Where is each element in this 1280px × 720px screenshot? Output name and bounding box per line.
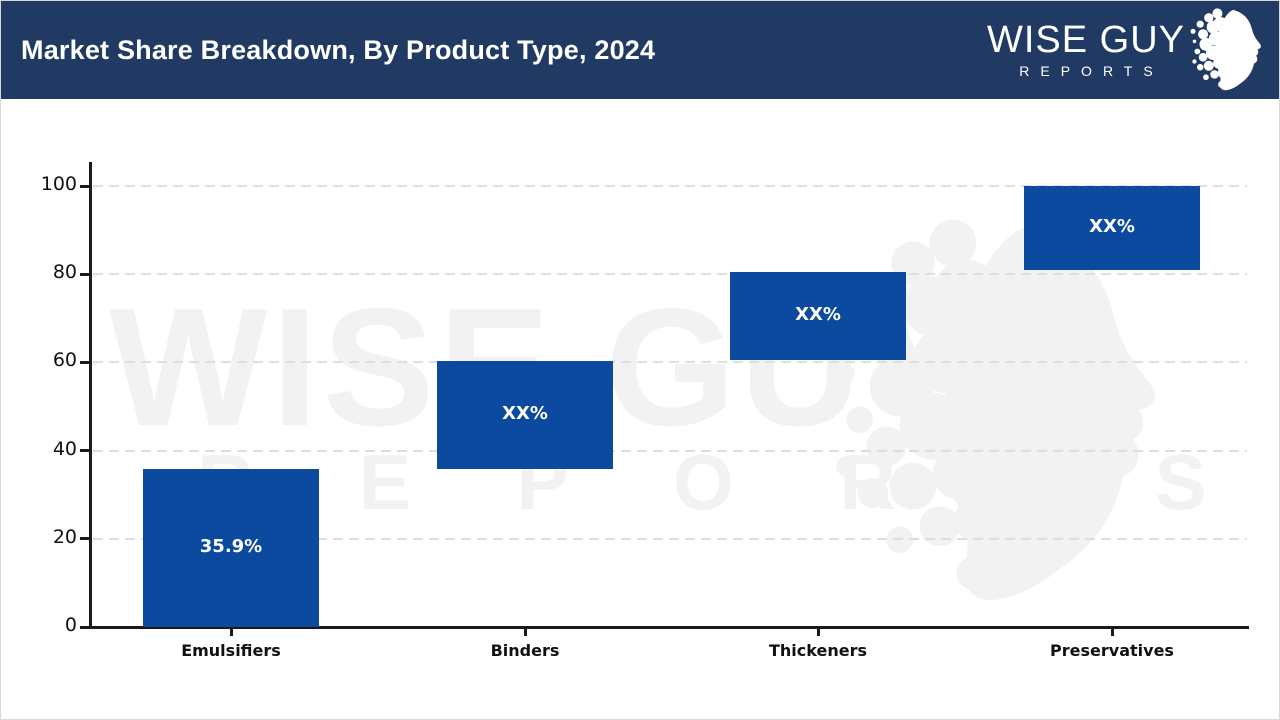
gridline-40 — [93, 449, 1247, 452]
y-tick-label-60: 60 — [52, 349, 77, 372]
x-tick-0 — [229, 629, 233, 636]
y-tick-label-100: 100 — [40, 173, 77, 195]
bar-value-label: XX% — [795, 303, 841, 325]
y-tick-20 — [80, 537, 89, 541]
category-label-binders: Binders — [490, 641, 560, 660]
x-axis-line — [89, 626, 1249, 629]
logo-head-icon — [1190, 8, 1261, 91]
logo-reports-text: REPORTS — [1019, 63, 1164, 79]
x-tick-2 — [816, 629, 820, 636]
page-title: Market Share Breakdown, By Product Type,… — [21, 34, 656, 65]
bar-emulsifiers — [143, 468, 319, 627]
y-tick-80 — [80, 272, 89, 276]
bar-value-label: XX% — [502, 402, 548, 424]
y-tick-40 — [80, 449, 89, 453]
x-tick-3 — [1110, 629, 1114, 636]
y-tick-label-0: 0 — [64, 614, 77, 636]
gridline-20 — [93, 537, 1247, 540]
y-tick-label-20: 20 — [52, 525, 77, 548]
y-tick-label-80: 80 — [52, 261, 77, 284]
logo-text: WISE GUY REPORTS — [987, 21, 1185, 79]
logo-wiseguy-text: WISE GUY — [986, 19, 1185, 61]
y-tick-100 — [80, 184, 89, 188]
bar-value-label: XX% — [1089, 216, 1135, 238]
category-label-thickeners: Thickeners — [769, 641, 867, 660]
y-tick-label-40: 40 — [52, 437, 77, 460]
wise-guy-reports-logo: WISE GUY REPORTS — [987, 7, 1269, 93]
y-axis-line — [89, 162, 92, 628]
bar-value-label: 35.9% — [199, 535, 263, 557]
category-label-preservatives: Preservatives — [1050, 641, 1174, 660]
gridline-60 — [93, 361, 1247, 364]
bar-binders — [437, 361, 613, 469]
category-label-emulsifiers: Emulsifiers — [181, 641, 281, 660]
x-tick-1 — [523, 629, 527, 636]
gridline-100 — [93, 185, 1247, 187]
y-tick-0 — [80, 625, 89, 629]
gridline-80 — [93, 273, 1247, 276]
y-tick-60 — [80, 360, 89, 364]
header-bar: Market Share Breakdown, By Product Type,… — [1, 1, 1279, 99]
